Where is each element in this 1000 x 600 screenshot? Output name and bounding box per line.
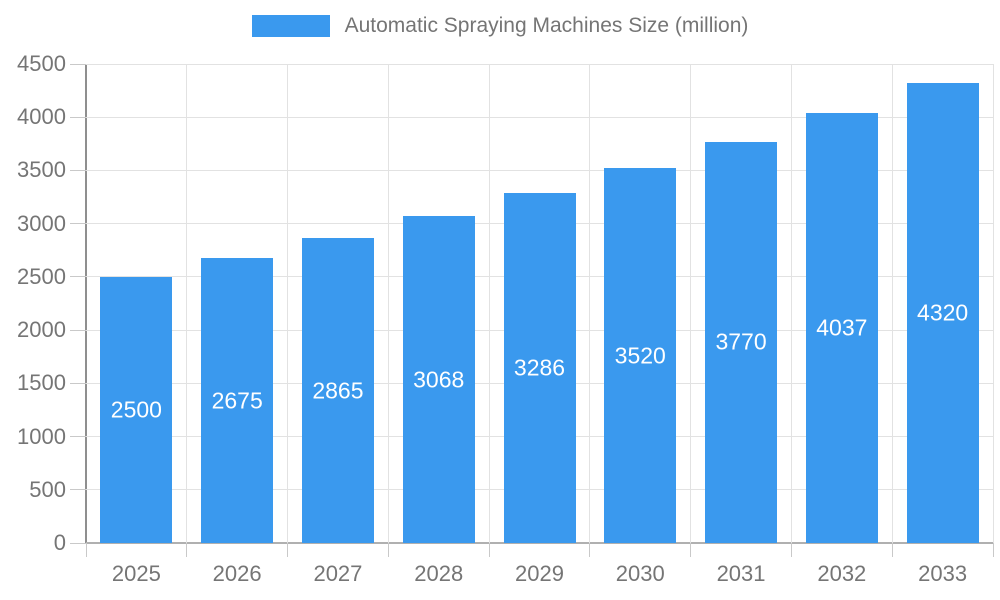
y-tick-3500 [70,169,86,171]
v-gridline-6 [690,64,692,543]
x-tick-0 [85,543,87,557]
x-tick-9 [992,543,994,557]
y-tick-500 [70,489,86,491]
v-gridline-1 [186,64,188,543]
bar-2025: 2500 [100,276,173,543]
y-axis-line [85,64,87,543]
y-axis-label-500: 500 [29,476,66,502]
bar-value-label-2026: 2675 [211,387,263,414]
y-axis-labels: 0 500 1000 1500 2000 2500 3000 3500 4000 4500 [0,51,86,555]
bar-2027: 2865 [301,238,374,543]
x-tick-2 [287,543,289,557]
y-axis-label-2500: 2500 [17,263,66,289]
y-axis-label-1000: 1000 [17,423,66,449]
bar-2029: 3286 [503,193,576,543]
x-tick-7 [790,543,792,557]
bar-2032: 4037 [805,113,878,543]
legend: Automatic Spraying Machines Size (millio… [0,14,1000,38]
bar-2030: 3520 [604,168,677,543]
bar-value-label-2032: 4037 [816,314,868,341]
x-tick-1 [186,543,188,557]
y-axis-label-2000: 2000 [17,317,66,343]
v-gridline-3 [387,64,389,543]
x-axis-label-2026: 2026 [212,561,262,586]
y-tick-3000 [70,223,86,225]
bar-2028: 3068 [402,216,475,543]
x-axis-label-2033: 2033 [918,561,968,586]
y-axis-label-3000: 3000 [17,210,66,236]
h-gridline-4500 [86,63,993,65]
bar-2033: 4320 [906,83,979,543]
h-gridline-3500 [86,169,993,171]
legend-label: Automatic Spraying Machines Size (millio… [344,14,749,37]
bar-value-label-2029: 3286 [513,354,566,381]
y-tick-4500 [70,63,86,65]
x-tick-3 [387,543,389,557]
y-axis-label-0: 0 [53,530,66,555]
bar-2031: 3770 [705,141,778,543]
x-axis-labels: 2025 2026 2027 2028 2029 2030 2031 2032 2033 [86,543,993,586]
bar-value-label-2030: 3520 [614,342,666,369]
v-gridline-4 [488,64,490,543]
h-gridline-4000 [86,116,993,118]
bar-value-label-2031: 3770 [715,328,767,355]
x-axis-label-2032: 2032 [817,561,867,586]
x-axis-label-2028: 2028 [414,561,464,586]
v-gridline-9 [992,64,994,543]
y-tick-4000 [70,116,86,118]
y-tick-2500 [70,276,86,278]
x-axis-label-2030: 2030 [615,561,665,586]
x-axis-label-2025: 2025 [111,561,161,586]
bar-value-label-2025: 2500 [110,396,162,423]
bar-value-label-2027: 2865 [312,377,364,404]
y-axis-label-4500: 4500 [17,51,66,76]
y-tick-1500 [70,382,86,384]
x-tick-6 [690,543,692,557]
bar-value-label-2033: 4320 [917,299,969,326]
x-axis-label-2029: 2029 [515,561,564,586]
y-axis-label-3500: 3500 [17,157,66,183]
y-axis-label-4000: 4000 [17,104,66,130]
x-axis-label-2027: 2027 [313,561,363,586]
x-tick-4 [488,543,490,557]
v-gridline-8 [891,64,893,543]
v-gridline-7 [790,64,792,543]
x-axis-line [86,542,993,544]
plot-area: 2500 2675 2865 3068 3286 3520 3770 4037 4320 [70,63,994,557]
x-tick-8 [891,543,893,557]
x-axis-label-2031: 2031 [716,561,766,586]
bar-2026: 2675 [201,258,274,543]
y-tick-1000 [70,436,86,438]
y-tick-0 [70,542,86,544]
bar-value-label-2028: 3068 [413,366,465,393]
x-tick-5 [589,543,591,557]
y-axis-label-1500: 1500 [17,370,66,396]
y-tick-2000 [70,329,86,331]
v-gridline-5 [589,64,591,543]
v-gridline-2 [287,64,289,543]
legend-swatch [251,15,330,37]
